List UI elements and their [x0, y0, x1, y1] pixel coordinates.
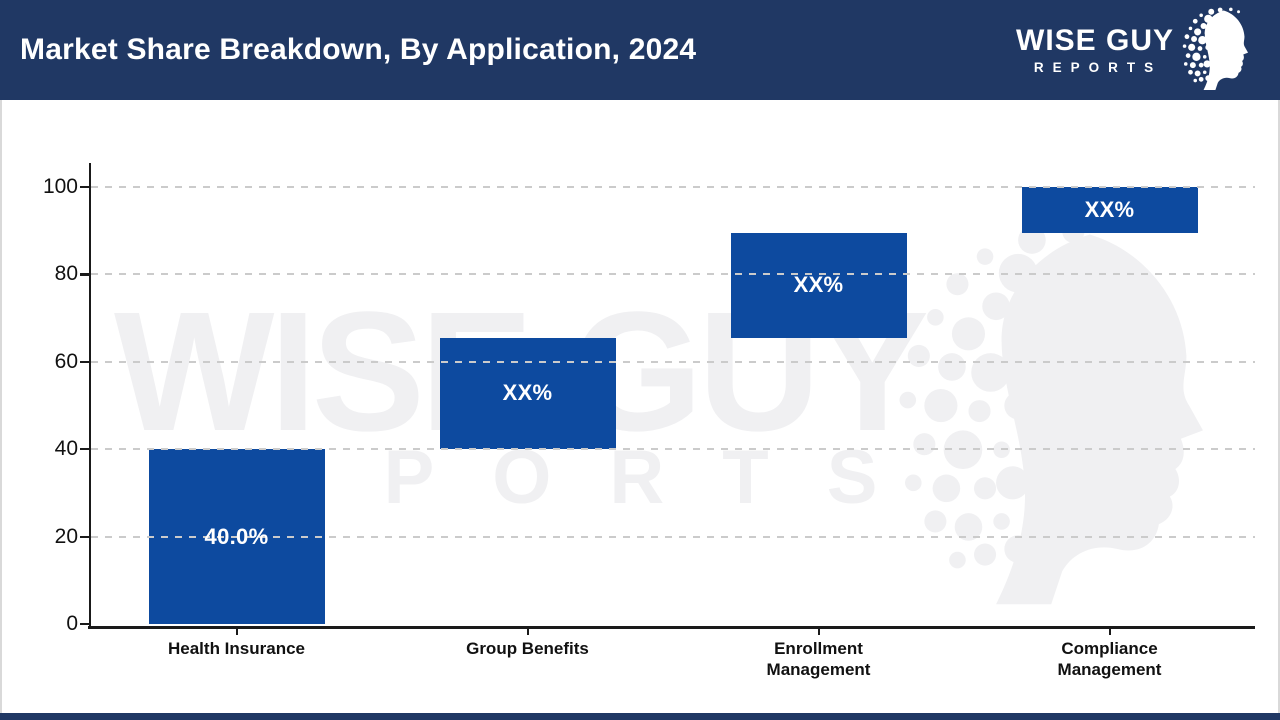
category-label-line: Management [766, 660, 871, 679]
y-tick [80, 360, 89, 363]
header-bar: Market Share Breakdown, By Application, … [0, 0, 1280, 100]
category-label-line: Management [1057, 660, 1162, 679]
category-label: Health Insurance [87, 638, 387, 659]
bar-value-label: XX% [1084, 196, 1135, 222]
bar-value-label: 40.0% [204, 523, 269, 549]
x-axis-line [88, 625, 1255, 629]
y-tick [80, 535, 89, 538]
waterfall-bar [1021, 187, 1198, 233]
chart-title: Market Share Breakdown, By Application, … [20, 33, 697, 66]
bar-value-label: XX% [502, 380, 553, 406]
x-tick [235, 628, 238, 635]
watermark-head-icon [899, 220, 1203, 605]
x-tick [1108, 628, 1111, 635]
wiseguy-logo: WISE GUY REPORTS [1016, 5, 1272, 95]
logo-brand-sub: REPORTS [1033, 60, 1163, 75]
gridline [91, 535, 1255, 538]
y-tick [80, 623, 89, 626]
category-label-line: Health Insurance [168, 639, 305, 658]
gridline [91, 448, 1255, 451]
y-tick [80, 448, 89, 451]
footer-bar [0, 713, 1280, 720]
category-label-line: Enrollment [774, 639, 863, 658]
gridline [91, 360, 1255, 363]
logo-brand-name: WISE GUY [1016, 24, 1175, 57]
y-axis-line [88, 163, 91, 627]
category-label: Group Benefits [378, 638, 678, 659]
category-label: Enrollment Management [669, 638, 969, 680]
bar-value-label: XX% [793, 272, 844, 298]
y-tick-label: 20 [54, 524, 78, 548]
y-tick-label: 60 [54, 349, 78, 373]
y-tick-label: 0 [66, 612, 78, 635]
y-tick-label: 80 [54, 262, 78, 286]
y-tick [80, 273, 89, 276]
wiseguy-head-icon [1182, 7, 1249, 91]
gridline [91, 186, 1255, 188]
chart-card: WISE GUY REPORTS 40.0% XX% XX% XX% 0 [0, 100, 1280, 713]
category-label: Compliance Management [960, 638, 1260, 680]
y-tick [80, 186, 89, 189]
x-tick [817, 628, 820, 635]
waterfall-bar [730, 232, 907, 338]
category-label-line: Compliance [1061, 639, 1158, 658]
waterfall-bar [439, 337, 616, 450]
gridline [91, 273, 1255, 276]
category-label-line: Group Benefits [466, 639, 589, 658]
x-tick [526, 628, 529, 635]
y-tick-label: 40 [54, 437, 78, 461]
y-tick-label: 100 [42, 175, 78, 198]
wiseguy-logo-text: WISE GUY REPORTS [1016, 24, 1175, 76]
